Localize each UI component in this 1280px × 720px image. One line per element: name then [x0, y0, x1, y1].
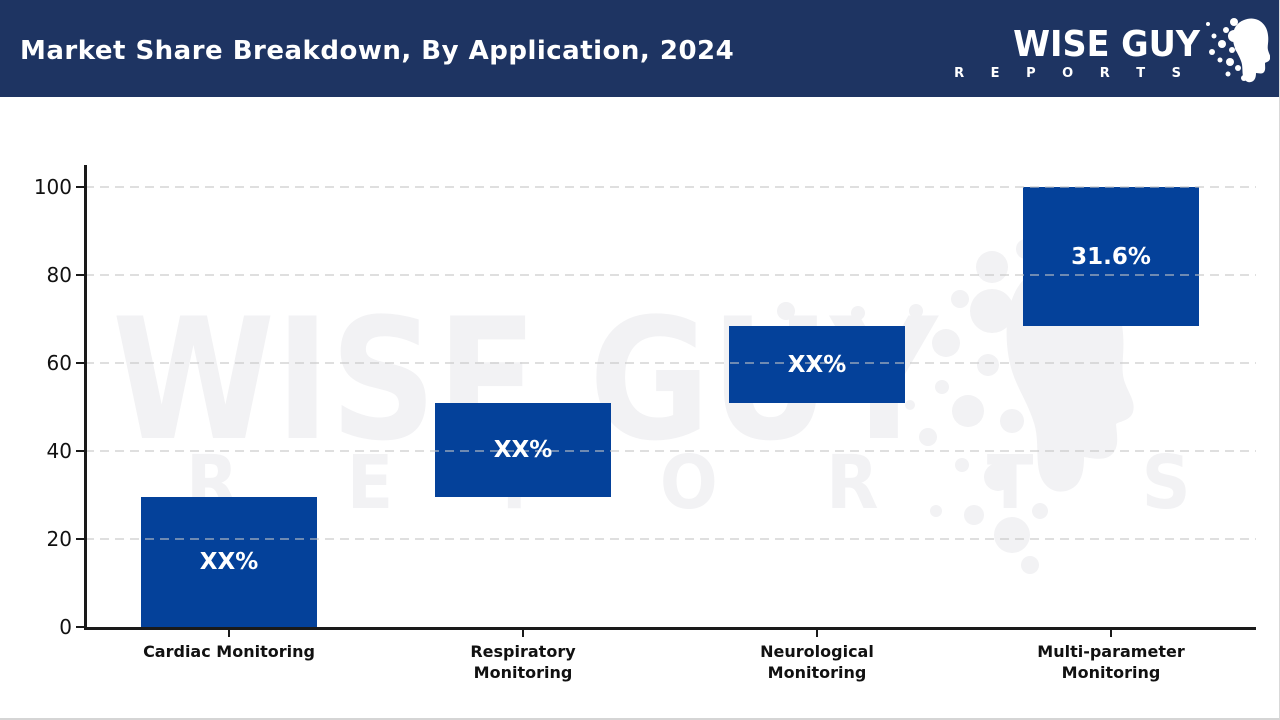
y-gridline — [85, 274, 1256, 276]
brand-logo: WISE GUY R E P O R T S — [954, 6, 1270, 92]
y-tick-mark — [76, 626, 84, 628]
x-category-label: Cardiac Monitoring — [143, 642, 315, 661]
bar-segment — [1023, 187, 1199, 327]
y-tick-label: 100 — [33, 175, 72, 199]
x-category-label: Neurological Monitoring — [760, 642, 874, 683]
y-tick-label: 20 — [46, 527, 72, 551]
y-tick-label: 80 — [46, 263, 72, 287]
y-gridline — [85, 538, 1256, 540]
y-tick-label: 60 — [46, 351, 72, 375]
x-axis-spine — [84, 627, 1256, 630]
y-gridline — [85, 450, 1256, 452]
brand-name-text: WISE GUY — [1013, 24, 1200, 65]
y-tick-mark — [76, 450, 84, 452]
x-tick-mark — [816, 629, 818, 637]
y-tick-mark — [76, 362, 84, 364]
x-category-label: Respiratory Monitoring — [470, 642, 576, 683]
bar-value-label: XX% — [493, 437, 553, 464]
y-tick-label: 40 — [46, 439, 72, 463]
page-title: Market Share Breakdown, By Application, … — [20, 36, 735, 66]
x-tick-mark — [228, 629, 230, 637]
y-gridline — [85, 362, 1256, 364]
header-banner: Market Share Breakdown, By Application, … — [0, 0, 1279, 97]
watermark-text-line2: R E P O R T S — [186, 440, 1233, 526]
y-gridline — [85, 186, 1256, 188]
y-tick-mark — [76, 186, 84, 188]
bar-value-label: XX% — [787, 351, 847, 378]
y-axis-spine — [84, 165, 87, 630]
x-tick-mark — [522, 629, 524, 637]
bar-value-label: 31.6% — [1071, 243, 1151, 270]
brand-head-icon — [1206, 18, 1270, 83]
x-category-label: Multi-parameter Monitoring — [1037, 642, 1185, 683]
bar-value-label: XX% — [199, 549, 259, 576]
y-tick-mark — [76, 274, 84, 276]
brand-subname-text: R E P O R T S — [954, 66, 1192, 81]
x-tick-mark — [1110, 629, 1112, 637]
y-tick-label: 0 — [59, 615, 72, 639]
y-tick-mark — [76, 538, 84, 540]
bar-segment — [729, 326, 905, 404]
bar-segment — [141, 497, 317, 627]
